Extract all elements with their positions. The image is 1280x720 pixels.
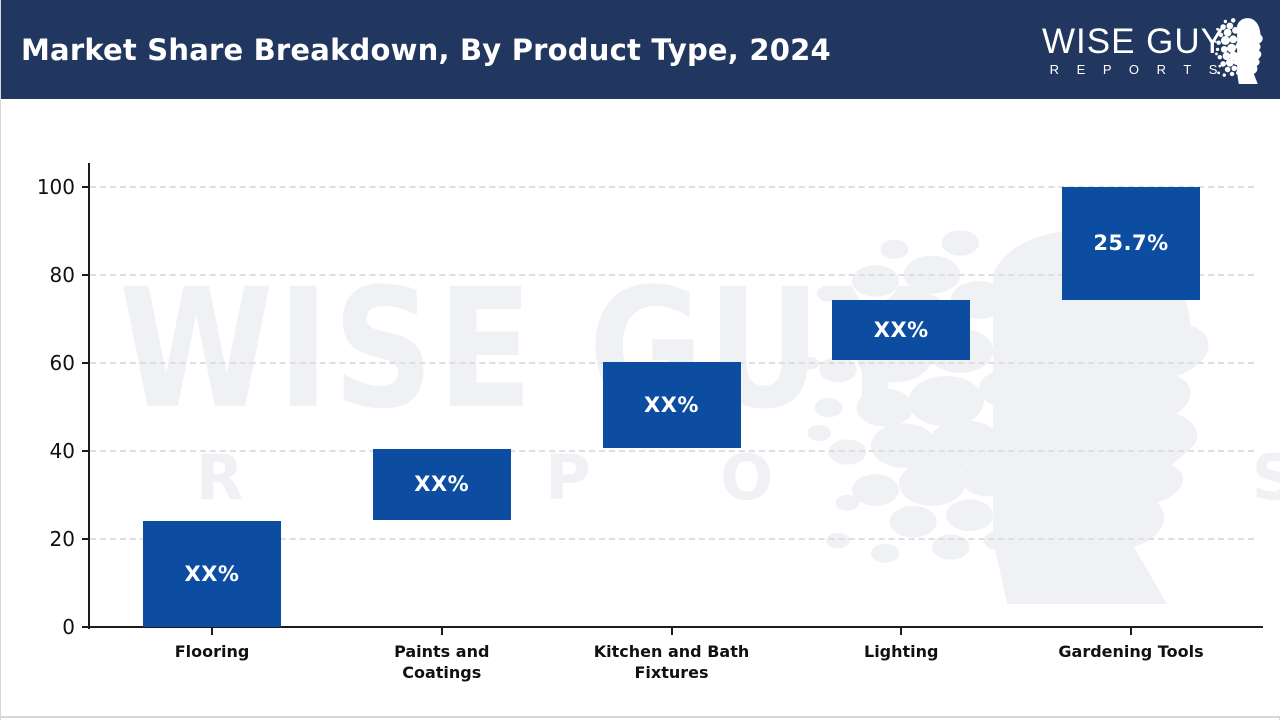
gridline [90, 274, 1254, 276]
x-tick-mark [670, 628, 673, 635]
bar-value-label: XX% [414, 472, 470, 497]
waterfall-bar: XX% [143, 520, 281, 627]
waterfall-chart: 0 20 40 60 80 100 Flooring XX% Paints and Coatin… [1, 99, 1280, 716]
logo-wordmark-line1: WISE GUY [1041, 22, 1225, 61]
watermark-wordmark: WISE GUY [119, 253, 930, 445]
gridline [90, 538, 1254, 540]
logo-wordmark-line2: R E P O R T S [1049, 62, 1225, 77]
y-tick-label: 0 [62, 615, 75, 639]
logo-wordmark: WISE GUY R E P O R T S [1041, 22, 1225, 78]
y-tick-label: 40 [49, 439, 75, 463]
logo-head-icon [1214, 17, 1263, 84]
waterfall-bar: XX% [832, 300, 971, 360]
x-category-label: Kitchen and Bath Fixtures [593, 642, 750, 682]
bar-value-label: XX% [644, 393, 699, 418]
x-category-label: Lighting [864, 642, 939, 661]
y-tick-mark [82, 186, 88, 188]
x-category-label: Gardening Tools [1058, 642, 1204, 661]
gridline [90, 186, 1254, 188]
x-category-label: Paints and Coatings [394, 642, 490, 682]
bar-value-label: 25.7% [1093, 231, 1169, 256]
bottom-border [1, 716, 1280, 718]
x-tick-mark [211, 628, 213, 635]
y-tick-label: 60 [49, 351, 75, 375]
bar-value-label: XX% [184, 561, 240, 586]
x-tick-mark [1130, 628, 1132, 635]
x-tick-mark [900, 628, 903, 635]
waterfall-bar: XX% [372, 448, 511, 521]
y-tick-mark [82, 538, 88, 540]
waterfall-bar: XX% [602, 362, 741, 449]
brand-logo: WISE GUY R E P O R T S [1042, 8, 1269, 92]
y-tick-mark [82, 274, 88, 276]
x-axis-line [88, 626, 1263, 628]
y-tick-label: 80 [49, 263, 75, 287]
header: Market Share Breakdown, By Product Type,… [1, 0, 1280, 99]
chart-area: WISE GUY R E P O R T S 0 20 40 60 80 100 Floor… [1, 99, 1280, 716]
x-category-label: Flooring [174, 642, 250, 661]
waterfall-bar: 25.7% [1062, 187, 1200, 300]
x-tick-mark [440, 628, 443, 635]
y-axis-line [88, 163, 90, 629]
bar-value-label: XX% [873, 317, 929, 342]
y-tick-mark [82, 626, 88, 628]
y-tick-mark [82, 450, 88, 452]
gridline [90, 450, 1254, 452]
page-title: Market Share Breakdown, By Product Type,… [21, 33, 831, 67]
y-tick-mark [82, 362, 88, 364]
y-tick-label: 20 [49, 527, 75, 551]
y-tick-label: 100 [36, 175, 75, 199]
